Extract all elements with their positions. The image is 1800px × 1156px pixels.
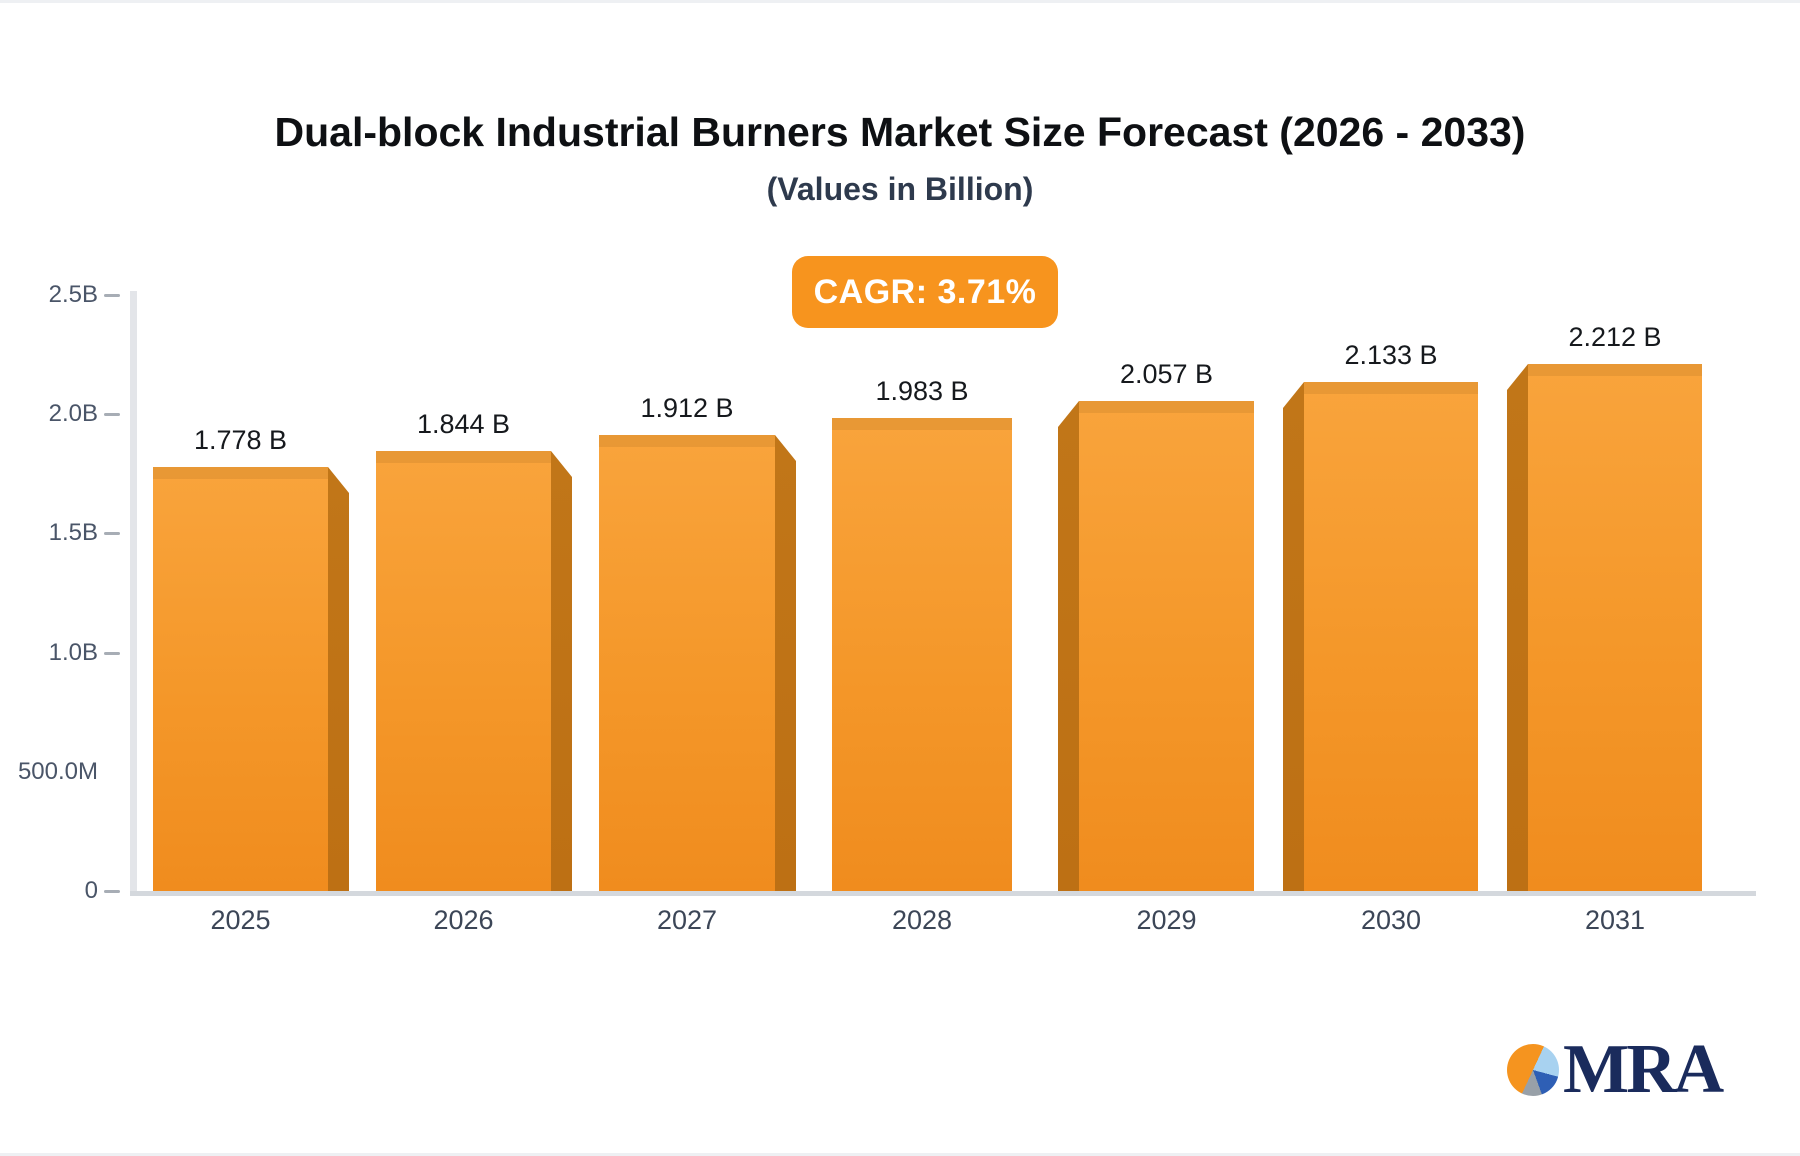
mra-logo-text: MRA (1563, 1031, 1724, 1108)
x-axis-label-2031: 2031 (1584, 905, 1646, 935)
y-axis-tick-mark (104, 413, 120, 417)
cagr-badge-label: CAGR: 3.71% (813, 272, 1037, 311)
bar-2027 (599, 435, 775, 891)
y-axis-tick-label: 2.0B (48, 400, 98, 428)
x-axis-label-2030: 2030 (1360, 905, 1422, 935)
y-axis-tick-label: 1.0B (48, 638, 98, 666)
bar-value-label-2028: 1.983 B (875, 376, 969, 406)
bar-2025 (153, 467, 328, 891)
y-axis-tick-label: 0 (84, 877, 98, 904)
x-axis-label-2025: 2025 (210, 905, 271, 935)
bar-3d-side-2029 (1058, 401, 1079, 891)
bar-3d-side-2026 (551, 451, 572, 891)
x-axis-label-2028: 2028 (891, 905, 953, 935)
cagr-badge: CAGR: 3.71% (792, 256, 1058, 328)
bar-2026 (376, 451, 551, 891)
bar-2028 (832, 418, 1012, 891)
chart-title: Dual-block Industrial Burners Market Siz… (274, 109, 1526, 155)
mra-logo: MRA (1507, 1031, 1724, 1108)
x-axis-baseline (130, 891, 1756, 896)
y-axis-tick-label: 1.5B (48, 519, 98, 547)
pie-chart-logo-icon (1507, 1044, 1559, 1096)
bar-3d-side-2030 (1283, 382, 1304, 891)
y-axis-tick-label: 2.5B (48, 281, 98, 308)
x-axis-label-2027: 2027 (656, 905, 718, 935)
y-axis-tick-label: 500.0M (17, 757, 98, 785)
bar-value-label-2025: 1.778 B (193, 425, 288, 455)
bar-3d-side-2027 (775, 435, 796, 891)
y-axis-tick-mark (104, 532, 120, 536)
bar-value-label-2026: 1.844 B (416, 409, 511, 439)
y-axis-tick-mark (104, 890, 120, 893)
bar-2029 (1079, 401, 1254, 891)
bar-2031 (1528, 364, 1702, 891)
bar-value-label-2029: 2.057 B (1119, 359, 1214, 389)
x-axis-label-2026: 2026 (433, 905, 494, 935)
y-axis-tick-mark (104, 651, 120, 655)
bar-2030 (1304, 382, 1478, 891)
bar-3d-side-2025 (328, 467, 349, 891)
chart-subtitle: (Values in Billion) (766, 171, 1034, 207)
bar-value-label-2031: 2.212 B (1568, 322, 1662, 352)
y-axis-line (130, 291, 137, 895)
bar-3d-side-2031 (1507, 364, 1528, 891)
bar-value-label-2027: 1.912 B (640, 393, 734, 423)
y-axis-tick-mark (104, 294, 120, 297)
bar-value-label-2030: 2.133 B (1344, 340, 1438, 370)
x-axis-label-2029: 2029 (1136, 905, 1197, 935)
